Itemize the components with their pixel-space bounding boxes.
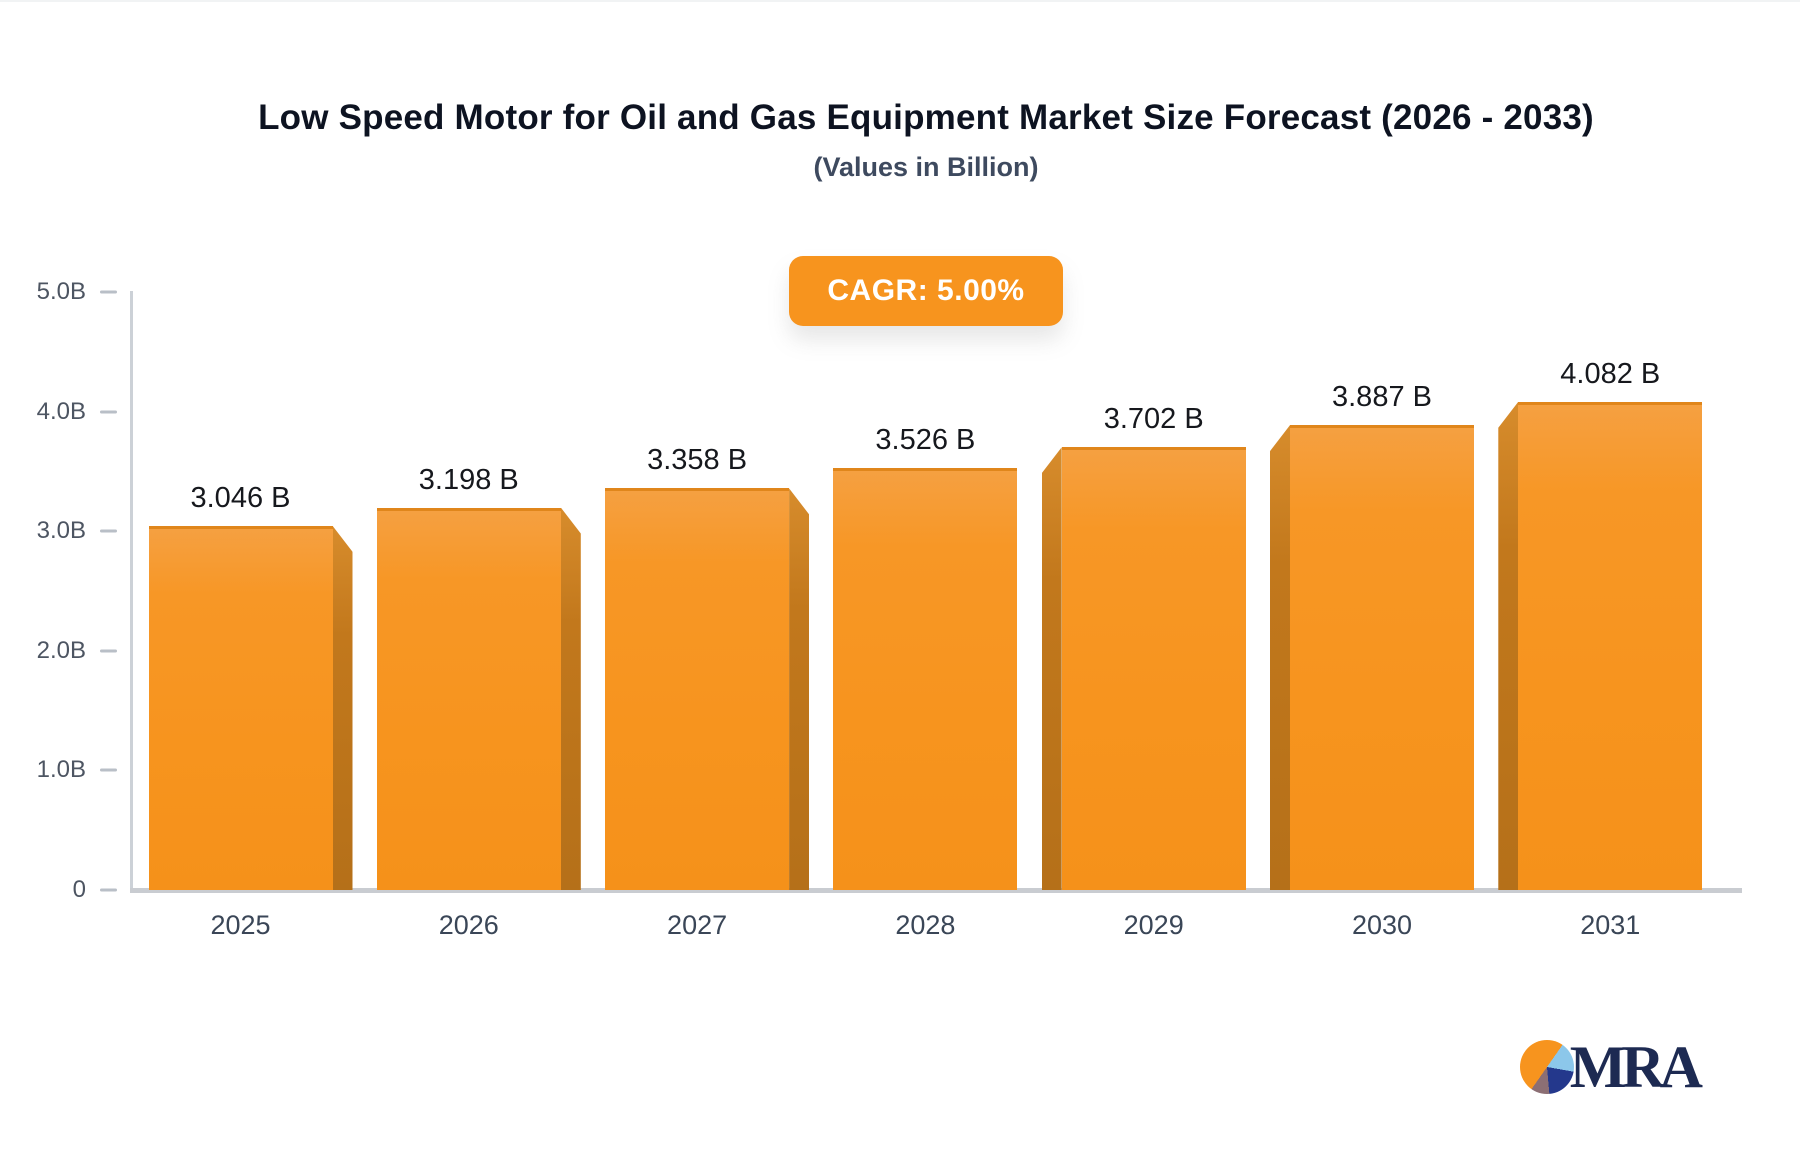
x-axis-category-label: 2028 (895, 910, 956, 940)
x-axis-category-label: 2030 (1351, 910, 1413, 940)
cagr-badge: CAGR: 5.00% (789, 256, 1063, 326)
bar-2025 (148, 525, 333, 890)
bar-2030 (1290, 425, 1474, 890)
y-axis-tick-mark (100, 529, 117, 533)
x-axis-category-label: 2025 (210, 910, 271, 940)
mra-logo: MRA (1519, 1034, 1703, 1100)
y-axis-tick-label: 4.0B (36, 397, 86, 425)
bar-value-label: 3.046 B (190, 481, 291, 514)
bar-value-label: 3.198 B (418, 463, 519, 496)
y-axis-tick-label: 0 (72, 876, 86, 903)
pie-chart-icon (1519, 1040, 1574, 1094)
bar-value-label: 3.526 B (875, 424, 976, 457)
x-axis-category-label: 2031 (1580, 910, 1641, 940)
y-axis-tick-label: 3.0B (36, 517, 86, 545)
chart-subtitle: (Values in Billion) (813, 152, 1039, 182)
bar-2029 (1061, 447, 1246, 890)
bar-2028 (833, 468, 1018, 890)
y-axis-tick-mark (100, 649, 117, 653)
bar-value-label: 4.082 B (1560, 357, 1661, 390)
bar-side-face (560, 507, 581, 890)
y-axis-tick-label: 2.0B (36, 636, 86, 664)
bar-side-face (1041, 447, 1062, 890)
bar-value-label: 3.702 B (1103, 403, 1204, 436)
x-axis-category-label: 2026 (438, 910, 499, 940)
y-axis-tick-mark (100, 410, 117, 414)
bar-value-label: 3.887 B (1332, 381, 1432, 414)
bar-2026 (376, 507, 561, 890)
bar-side-face (1270, 425, 1290, 890)
chart-title: Low Speed Motor for Oil and Gas Equipmen… (258, 98, 1594, 137)
x-axis-category-label: 2027 (667, 910, 728, 940)
y-axis-tick-label: 1.0B (36, 756, 86, 784)
x-axis-line (130, 888, 1742, 893)
y-axis-tick-mark (100, 290, 117, 294)
bar-2031 (1518, 401, 1703, 890)
bar-value-label: 3.358 B (647, 444, 748, 477)
cagr-badge-label: CAGR: 5.00% (827, 274, 1025, 307)
bar-side-face (1498, 401, 1519, 890)
bar-2027 (605, 488, 790, 890)
y-axis-tick-label: 5.0B (36, 278, 86, 305)
y-axis-tick-mark (100, 768, 117, 772)
y-axis-tick-mark (100, 888, 117, 892)
chart-header: Low Speed Motor for Oil and Gas Equipmen… (52, 2, 1800, 183)
x-axis-category-label: 2029 (1123, 910, 1184, 940)
bar-side-face (789, 488, 810, 890)
logo-text: MRA (1569, 1034, 1703, 1100)
bar-side-face (332, 525, 353, 890)
y-axis-line (130, 291, 133, 890)
